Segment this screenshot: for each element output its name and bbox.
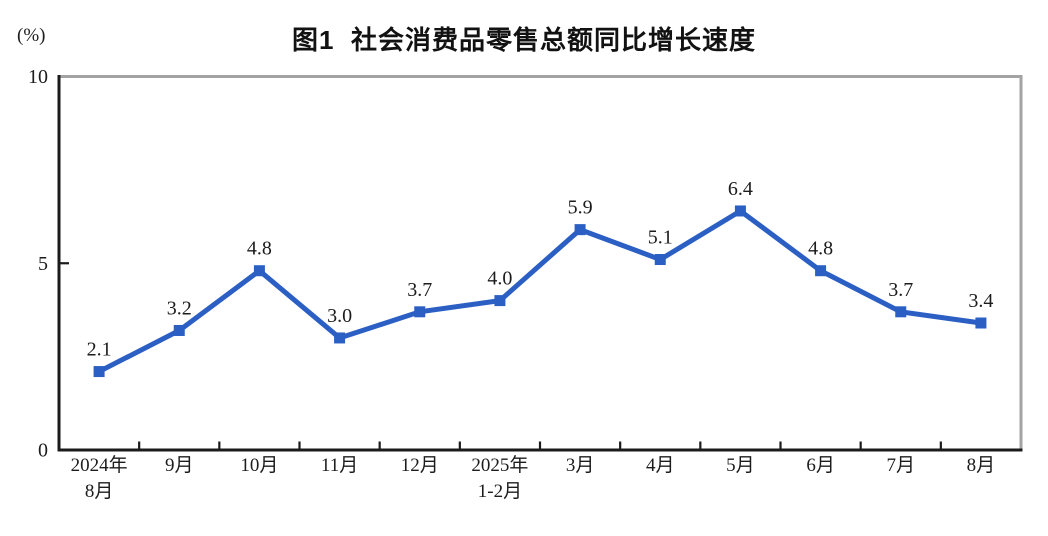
x-axis-tick-label: 11月	[321, 455, 358, 476]
data-point-label: 4.8	[808, 238, 833, 260]
x-axis-tick-label: 9月	[165, 455, 194, 476]
data-point-marker	[815, 265, 827, 277]
data-point-label: 3.7	[888, 279, 913, 301]
data-point-marker	[494, 295, 506, 307]
data-point-marker	[253, 265, 265, 277]
data-point-label: 6.4	[728, 178, 753, 200]
x-axis-tick-label: 4月	[646, 455, 675, 476]
data-point-marker	[334, 332, 346, 344]
y-axis-tick-label: 10	[28, 66, 48, 88]
data-point-marker	[574, 224, 586, 236]
data-point-label: 3.4	[968, 290, 993, 312]
x-axis-tick-label: 8月	[967, 455, 996, 476]
series-line	[96, 207, 984, 375]
data-point-label: 3.2	[167, 297, 192, 319]
x-axis-tick-label: 2025年	[471, 454, 528, 476]
x-axis-tick-label: 3月	[566, 455, 595, 476]
x-axis-tick-label: 5月	[726, 455, 755, 476]
x-axis-tick-label: 12月	[401, 455, 439, 476]
x-axis-tick-label: 7月	[886, 455, 915, 476]
data-point-marker	[93, 366, 105, 378]
x-axis-tick-label: 6月	[806, 455, 835, 476]
data-point-label: 5.9	[568, 197, 593, 219]
data-point-marker	[895, 306, 907, 318]
data-point-label: 3.7	[407, 279, 432, 301]
data-point-marker	[734, 205, 746, 217]
data-point-label: 5.1	[648, 227, 673, 249]
data-point-marker	[975, 317, 987, 329]
data-point-marker	[173, 324, 185, 336]
x-axis-tick-label: 1-2月	[478, 481, 522, 502]
chart-title: 图1 社会消费品零售总额同比增长速度	[292, 25, 756, 55]
data-point-marker	[654, 254, 666, 266]
data-point-label: 3.0	[327, 305, 352, 327]
data-point-label: 4.8	[247, 238, 272, 260]
x-axis-tick-label: 8月	[85, 481, 114, 502]
data-point-marker	[414, 306, 426, 318]
x-axis-tick-label: 2024年	[71, 454, 128, 476]
y-axis-tick-label: 5	[38, 253, 48, 275]
data-point-label: 2.1	[87, 339, 112, 361]
data-point-label: 4.0	[487, 268, 512, 290]
y-axis-tick-label: 0	[38, 440, 48, 462]
y-axis-unit-label: (%)	[17, 25, 46, 46]
x-axis-tick-label: 10月	[240, 455, 278, 476]
